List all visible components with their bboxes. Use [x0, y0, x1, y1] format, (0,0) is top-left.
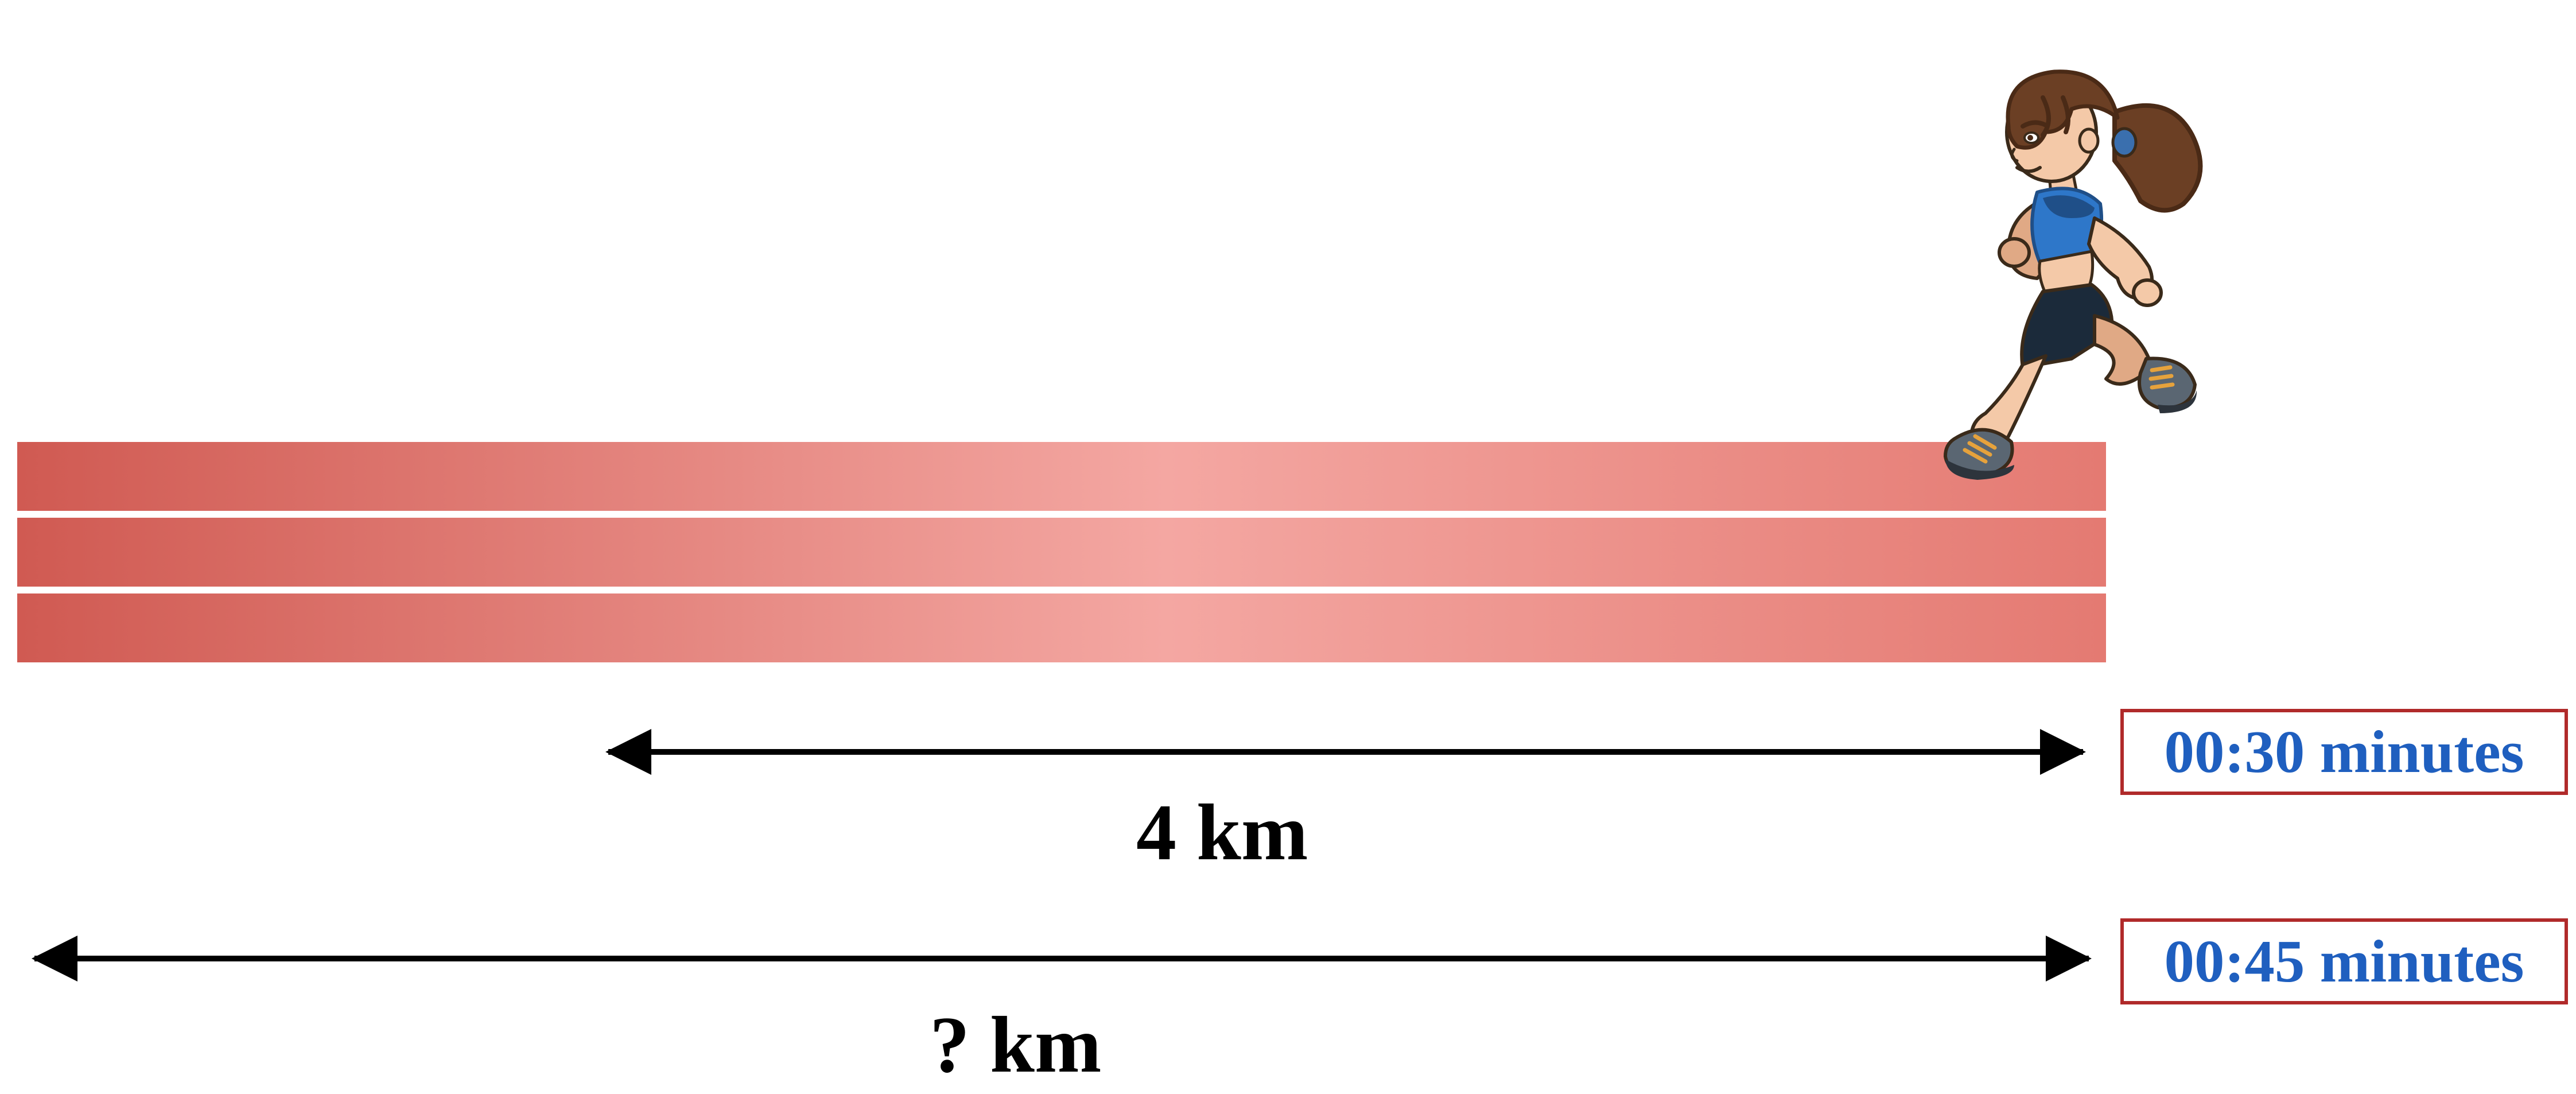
arrow-head-left [32, 936, 77, 982]
runner-girl-illustration [1922, 46, 2221, 482]
arrow-head-right [2040, 729, 2086, 775]
track-lane [17, 593, 2106, 662]
diagram-stage: 4 km 00:30 minutes ? km 00:45 minutes [0, 0, 2576, 1094]
arrow-shaft [34, 956, 2089, 961]
time-box-45min: 00:45 minutes [2120, 918, 2568, 1004]
time-box-30min: 00:30 minutes [2120, 709, 2568, 795]
time-text-30min: 00:30 minutes [2164, 718, 2524, 785]
track-lane [17, 518, 2106, 587]
arrow-head-left [605, 729, 651, 775]
distance-label-30min: 4 km [1136, 786, 1308, 879]
arrow-shaft [608, 749, 2083, 755]
arrow-head-right [2046, 936, 2092, 982]
running-track [17, 442, 2106, 662]
time-text-45min: 00:45 minutes [2164, 928, 2524, 995]
distance-label-45min: ? km [930, 999, 1101, 1091]
track-lane [17, 442, 2106, 511]
